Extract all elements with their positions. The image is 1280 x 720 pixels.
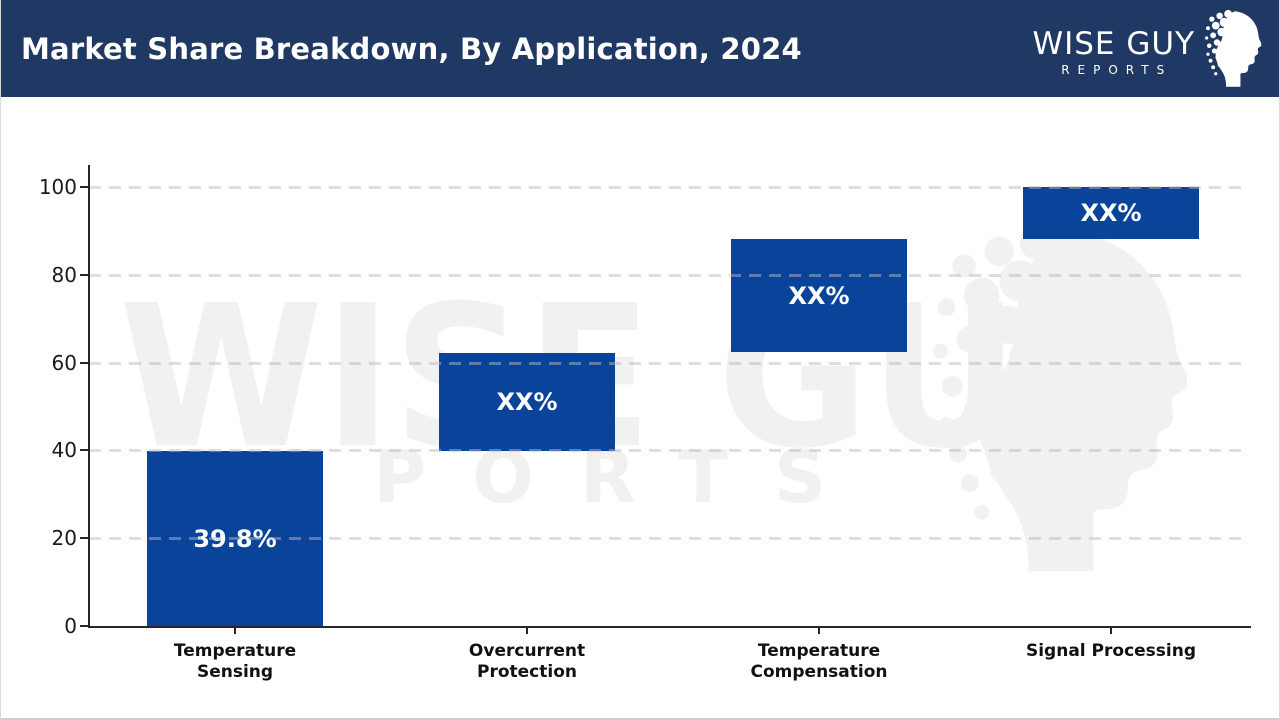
category-label-line: Sensing bbox=[196, 662, 274, 682]
category-label-line: Temperature bbox=[173, 641, 297, 661]
x-axis-line bbox=[88, 626, 1251, 628]
bar-segment: XX% bbox=[1023, 187, 1199, 239]
category-label: Overcurrent Protection bbox=[407, 641, 647, 683]
category-label-line: Overcurrent bbox=[468, 641, 586, 661]
bar-value-label: XX% bbox=[496, 387, 558, 416]
category-label-line: Compensation bbox=[750, 662, 888, 682]
y-tick-mark bbox=[80, 449, 88, 452]
plot-region: WISE GUY REPORTS 02040608010039.8%Temper… bbox=[1, 97, 1280, 720]
watermark-head-icon bbox=[919, 225, 1191, 577]
y-tick-mark bbox=[80, 361, 88, 364]
bar-value-label: XX% bbox=[1080, 198, 1142, 227]
brand-logo: WISE GUY REPORTS bbox=[1032, 6, 1265, 88]
category-label: Signal Processing bbox=[991, 641, 1231, 662]
brand-subname: REPORTS bbox=[1061, 62, 1173, 77]
category-label: Temperature Compensation bbox=[699, 641, 939, 683]
x-tick-mark bbox=[234, 626, 236, 634]
category-label-line: Temperature bbox=[757, 641, 881, 661]
category-label-line: Protection bbox=[477, 662, 577, 682]
bar-segment: 39.8% bbox=[147, 451, 323, 626]
x-tick-mark bbox=[1110, 626, 1112, 634]
bar-value-label: 39.8% bbox=[193, 524, 277, 553]
bar-segment: XX% bbox=[731, 238, 907, 353]
y-tick-label: 40 bbox=[51, 438, 77, 463]
y-tick-label: 20 bbox=[51, 526, 77, 551]
x-tick-mark bbox=[526, 626, 528, 634]
y-tick-label: 0 bbox=[64, 614, 77, 638]
y-tick-mark bbox=[80, 186, 88, 188]
x-tick-mark bbox=[818, 626, 820, 634]
y-tick-mark bbox=[80, 273, 88, 276]
y-tick-mark bbox=[80, 625, 88, 627]
header-bar: Market Share Breakdown, By Application, … bbox=[1, 0, 1279, 97]
y-tick-label: 60 bbox=[51, 350, 77, 375]
chart-title: Market Share Breakdown, By Application, … bbox=[21, 31, 802, 66]
y-tick-label: 100 bbox=[38, 175, 77, 199]
category-label: Temperature Sensing bbox=[115, 641, 355, 683]
dotted-head-icon bbox=[1199, 10, 1265, 88]
brand-name: WISE GUY bbox=[1032, 25, 1195, 62]
y-tick-label: 80 bbox=[51, 262, 77, 287]
bar-segment: XX% bbox=[439, 352, 615, 452]
y-axis-line bbox=[88, 165, 90, 628]
y-tick-mark bbox=[80, 537, 88, 540]
category-label-line: Signal Processing bbox=[1025, 641, 1197, 661]
brand-logo-text: WISE GUY REPORTS bbox=[1032, 28, 1195, 77]
bar-value-label: XX% bbox=[788, 281, 850, 310]
